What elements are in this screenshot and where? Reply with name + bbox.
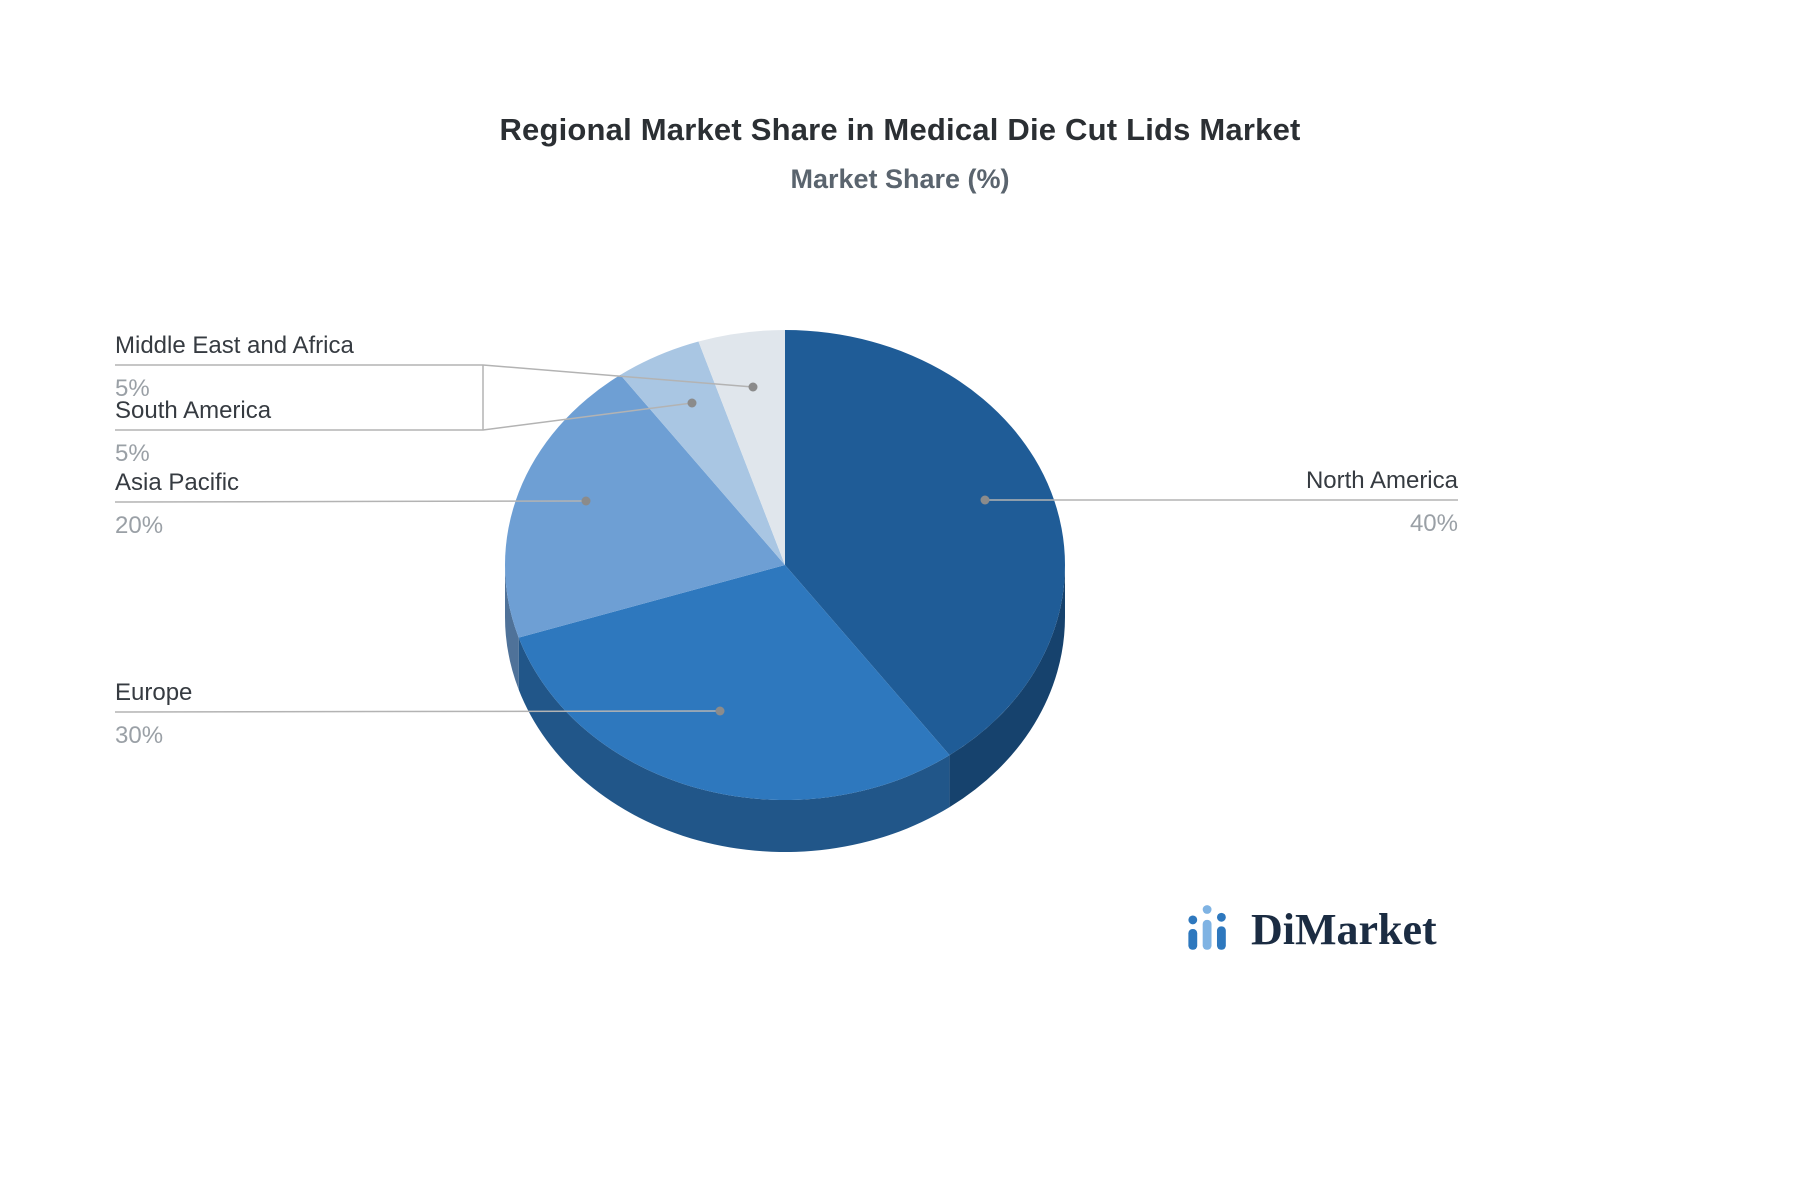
pie-slice-middle-east-and-africa bbox=[698, 330, 785, 565]
slice-label-europe: Europe 30% bbox=[115, 679, 192, 751]
leader-line-asia-pacific bbox=[114, 500, 587, 503]
chart-title: Regional Market Share in Medical Die Cut… bbox=[499, 112, 1301, 147]
leader-lines bbox=[114, 364, 1458, 713]
brand-name: DiMarket bbox=[1251, 904, 1437, 954]
pie-slice-asia-pacific bbox=[505, 374, 785, 638]
slice-name: Europe bbox=[115, 679, 193, 706]
chart-subtitle: Market Share (%) bbox=[790, 164, 1010, 194]
slice-name: South America bbox=[115, 397, 272, 424]
pie-slice-south-america bbox=[620, 341, 785, 565]
brand-logo: DiMarket bbox=[1185, 903, 1437, 955]
slice-name: North America bbox=[1305, 467, 1458, 494]
slice-label-asia-pacific: Asia Pacific 20% bbox=[115, 469, 239, 541]
pie-slice-wall-north-america bbox=[949, 565, 1065, 808]
leader-dot-asia-pacific bbox=[581, 496, 591, 506]
leader-line-europe bbox=[114, 710, 721, 713]
leader-dot-south-america bbox=[687, 398, 697, 408]
slice-percent: 5% bbox=[115, 439, 150, 467]
leader-dot-middle-east-and-africa bbox=[748, 382, 758, 392]
leader-dot-europe bbox=[715, 706, 725, 716]
leader-dots bbox=[581, 382, 990, 716]
leader-line-south-america bbox=[115, 402, 693, 431]
slice-label-north-america: North America 40% bbox=[1306, 467, 1458, 539]
slice-label-middle-east-and-africa: Middle East and Africa 5% bbox=[115, 332, 354, 404]
pie-slice-north-america bbox=[785, 330, 1065, 756]
slice-percent: 40% bbox=[1409, 509, 1458, 537]
slice-name: Middle East and Africa bbox=[115, 332, 354, 359]
leader-dot-north-america bbox=[980, 495, 990, 505]
pie-slice-europe bbox=[518, 565, 950, 801]
slice-label-south-america: South America 5% bbox=[115, 397, 271, 469]
slice-percent: 5% bbox=[115, 374, 150, 402]
pie-slice-wall-europe bbox=[518, 637, 950, 853]
slice-name: Asia Pacific bbox=[115, 469, 240, 496]
bar-chart-dots-icon bbox=[1188, 905, 1226, 950]
slice-percent: 30% bbox=[115, 721, 164, 749]
pie-slice-wall-asia-pacific bbox=[505, 565, 519, 690]
pie-chart bbox=[505, 330, 1065, 853]
slice-percent: 20% bbox=[115, 511, 164, 539]
